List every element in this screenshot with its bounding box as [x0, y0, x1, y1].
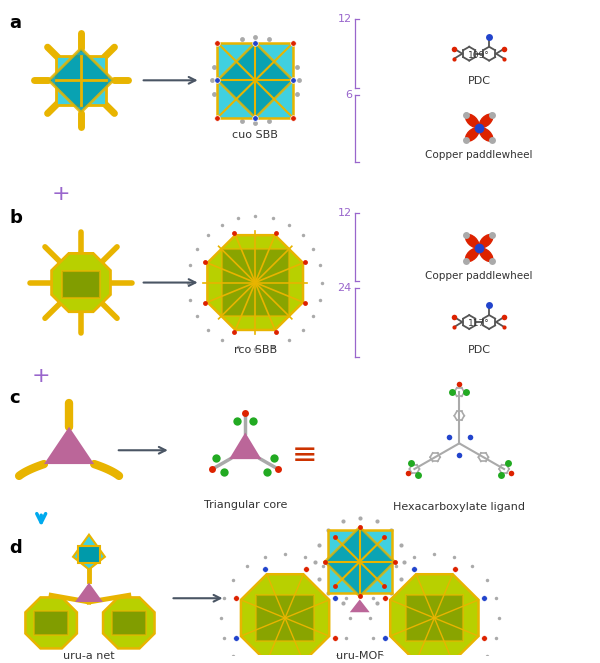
Ellipse shape — [466, 128, 479, 141]
Text: 12: 12 — [338, 208, 352, 219]
Ellipse shape — [466, 114, 479, 127]
Polygon shape — [406, 595, 463, 640]
Text: +: + — [32, 366, 50, 387]
Text: uru-a net: uru-a net — [63, 650, 115, 660]
Polygon shape — [208, 235, 303, 330]
Ellipse shape — [479, 235, 493, 247]
Polygon shape — [390, 574, 479, 662]
Ellipse shape — [466, 235, 479, 247]
Polygon shape — [73, 534, 105, 570]
Text: rco SBB: rco SBB — [233, 345, 277, 355]
Polygon shape — [217, 43, 293, 118]
Text: 12: 12 — [338, 14, 352, 24]
Text: uru-MOF: uru-MOF — [336, 650, 383, 660]
Ellipse shape — [466, 249, 479, 261]
Text: 6: 6 — [345, 90, 352, 100]
Polygon shape — [78, 546, 100, 563]
Text: 117°: 117° — [468, 320, 490, 328]
Text: ≡: ≡ — [292, 441, 318, 469]
Polygon shape — [112, 611, 146, 634]
Text: c: c — [10, 389, 20, 407]
Ellipse shape — [479, 249, 493, 261]
Text: a: a — [10, 14, 22, 32]
Polygon shape — [325, 527, 395, 597]
Polygon shape — [350, 599, 370, 612]
Text: 109°: 109° — [468, 51, 490, 60]
Text: PDC: PDC — [467, 345, 491, 355]
Text: Triangular core: Triangular core — [203, 500, 287, 510]
Polygon shape — [25, 597, 77, 648]
Polygon shape — [217, 43, 293, 118]
Polygon shape — [44, 427, 94, 464]
Polygon shape — [256, 595, 314, 640]
Polygon shape — [328, 530, 392, 593]
Polygon shape — [49, 48, 113, 112]
Polygon shape — [229, 432, 262, 459]
Text: Copper paddlewheel: Copper paddlewheel — [425, 271, 533, 280]
Text: Hexacarboxylate ligand: Hexacarboxylate ligand — [393, 502, 525, 512]
Polygon shape — [75, 583, 103, 602]
Text: 24: 24 — [338, 284, 352, 294]
Ellipse shape — [479, 114, 493, 127]
Text: Copper paddlewheel: Copper paddlewheel — [425, 151, 533, 160]
Polygon shape — [241, 574, 329, 662]
Text: cuo SBB: cuo SBB — [232, 130, 278, 140]
Text: d: d — [10, 539, 22, 557]
Ellipse shape — [479, 128, 493, 141]
Text: b: b — [10, 209, 22, 227]
Text: +: + — [52, 184, 70, 204]
Polygon shape — [52, 253, 110, 312]
Polygon shape — [221, 249, 289, 316]
Polygon shape — [62, 271, 100, 298]
Polygon shape — [56, 56, 106, 105]
Polygon shape — [103, 597, 155, 648]
Polygon shape — [34, 611, 68, 634]
Text: PDC: PDC — [467, 76, 491, 86]
